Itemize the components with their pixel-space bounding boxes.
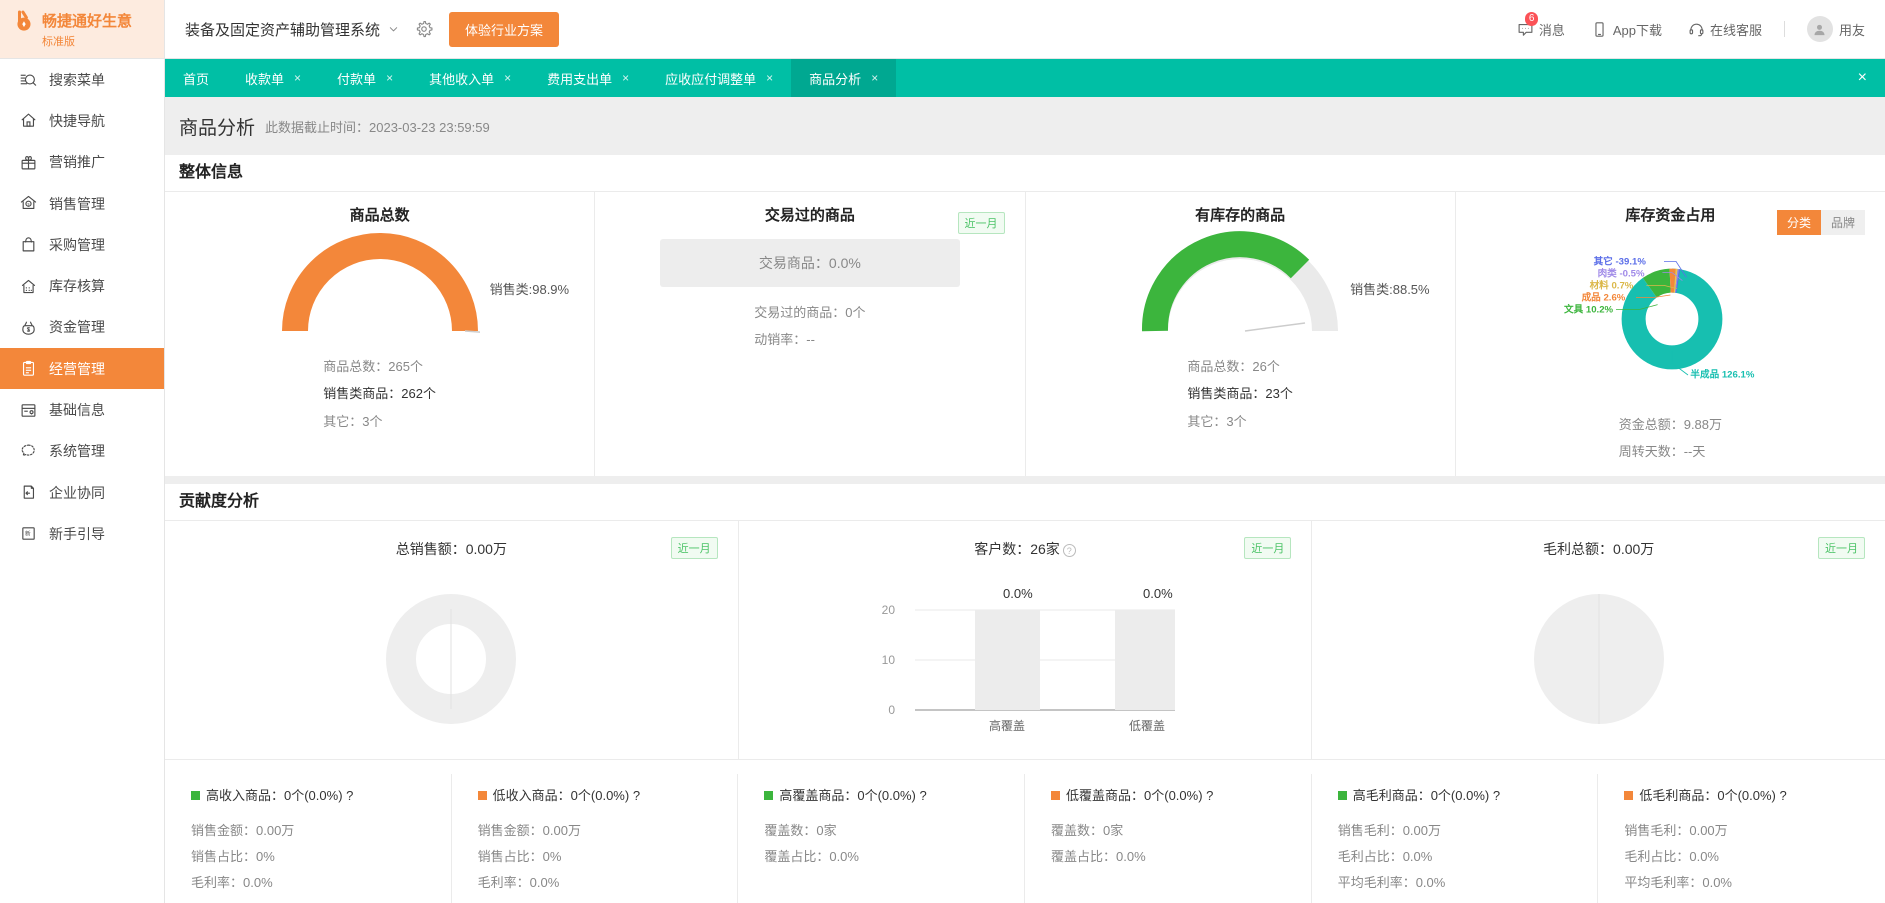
svg-text:0.0%: 0.0% [1003,586,1033,601]
svg-text:高覆盖: 高覆盖 [989,718,1025,733]
svg-text:新: 新 [25,530,31,538]
svg-text:10: 10 [882,653,896,667]
svg-text:材料 0.7%: 材料 0.7% [1588,280,1633,292]
svg-text:半成品 126.1%: 半成品 126.1% [1690,368,1754,380]
svg-text:低覆盖: 低覆盖 [1129,719,1165,733]
svg-text:其它 -39.1%: 其它 -39.1% [1593,256,1646,268]
svg-text:文具 10.2%: 文具 10.2% [1563,304,1614,316]
svg-text:0.0%: 0.0% [1143,586,1173,601]
svg-text:20: 20 [882,603,896,617]
svg-text:成品 2.6%: 成品 2.6% [1581,292,1625,304]
svg-text:$: $ [28,202,30,206]
svg-text:肉类 -0.5%: 肉类 -0.5% [1597,268,1644,280]
svg-text:0: 0 [888,703,895,717]
